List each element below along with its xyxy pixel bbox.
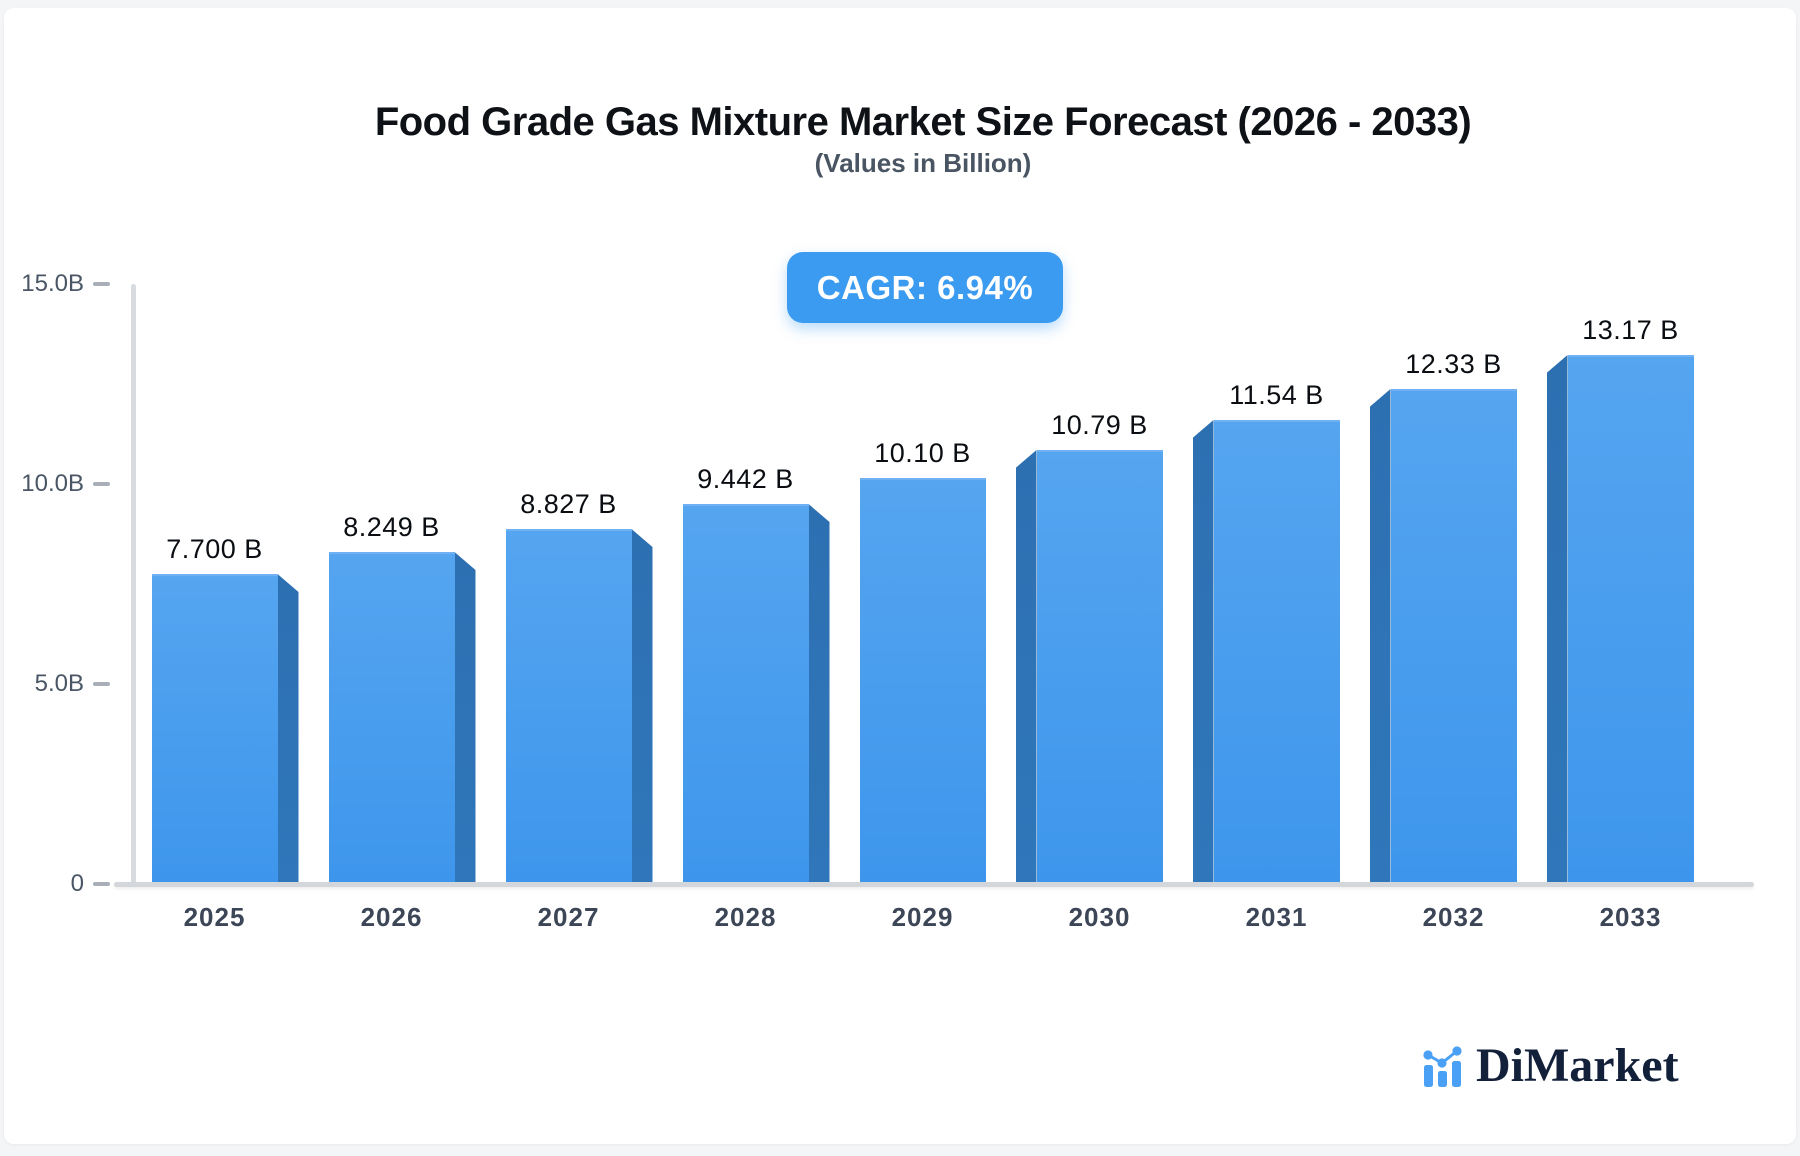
bar-3d-side <box>631 529 653 882</box>
y-tick-label: 0 <box>70 870 84 897</box>
bar-face[interactable] <box>859 478 986 882</box>
y-axis-line <box>131 284 136 886</box>
y-tick-dash <box>93 282 110 286</box>
bar-3d-side <box>1546 355 1568 882</box>
bar-face[interactable] <box>1567 355 1694 882</box>
x-axis-label-2027: 2027 <box>537 902 600 932</box>
bar-chart-logo-icon <box>1423 1046 1462 1087</box>
brand-logo[interactable]: DiMarket <box>1421 1042 1679 1090</box>
bar-3d-side <box>808 504 830 882</box>
bar-face[interactable] <box>328 552 455 882</box>
bar-2026[interactable]: 8.249 B <box>328 512 476 882</box>
y-tick-dash <box>93 882 110 886</box>
bar-3d-side <box>1015 450 1037 882</box>
bar-2032[interactable]: 12.33 B <box>1369 349 1517 882</box>
bar-2027[interactable]: 8.827 B <box>505 489 653 882</box>
bar-2031[interactable]: 11.54 B <box>1192 380 1340 882</box>
bar-value-label: 7.700 B <box>166 534 263 564</box>
bar-3d-side <box>454 552 476 882</box>
bar-value-label: 10.10 B <box>874 438 971 468</box>
bar-face[interactable] <box>1390 389 1517 882</box>
bar-2025[interactable]: 7.700 B <box>151 534 299 882</box>
x-axis-label-2029: 2029 <box>891 902 954 932</box>
bar-3d-side <box>1369 389 1391 882</box>
chart-title: Food Grade Gas Mixture Market Size Forec… <box>374 100 1472 144</box>
bar-2030[interactable]: 10.79 B <box>1015 410 1163 882</box>
chart-subtitle: (Values in Billion) <box>814 148 1032 178</box>
x-axis-label-2031: 2031 <box>1245 902 1308 932</box>
bar-2028[interactable]: 9.442 B <box>682 464 830 882</box>
bar-value-label: 12.33 B <box>1405 349 1502 379</box>
bar-2033[interactable]: 13.17 B <box>1546 315 1694 882</box>
bar-face[interactable] <box>151 574 278 882</box>
x-axis-label-2028: 2028 <box>714 902 777 932</box>
x-axis-label-2025: 2025 <box>183 902 246 932</box>
bar-value-label: 8.827 B <box>520 489 617 519</box>
y-tick-dash <box>93 482 110 486</box>
bar-2029[interactable]: 10.10 B <box>859 438 986 882</box>
y-tick-label: 10.0B <box>21 470 84 497</box>
bar-value-label: 11.54 B <box>1229 380 1324 410</box>
y-tick-dash <box>93 682 110 686</box>
bar-face[interactable] <box>1036 450 1163 882</box>
bar-value-label: 13.17 B <box>1582 315 1679 345</box>
x-axis-label-2032: 2032 <box>1422 902 1485 932</box>
bar-face[interactable] <box>505 529 632 882</box>
bar-face[interactable] <box>1213 420 1340 882</box>
x-axis-line <box>114 882 1754 887</box>
x-axis-label-2026: 2026 <box>360 902 423 932</box>
x-axis-label-2030: 2030 <box>1068 902 1131 932</box>
y-tick-label: 5.0B <box>34 670 84 697</box>
bar-value-label: 8.249 B <box>343 512 440 542</box>
bar-value-label: 9.442 B <box>697 464 794 494</box>
bar-3d-side <box>1192 420 1214 882</box>
bar-face[interactable] <box>682 504 809 882</box>
bar-3d-side <box>277 574 299 882</box>
x-axis-label-2033: 2033 <box>1599 902 1662 932</box>
y-tick-label: 15.0B <box>21 270 84 297</box>
bar-value-label: 10.79 B <box>1051 410 1148 440</box>
cagr-badge: CAGR: 6.94% <box>787 252 1063 323</box>
brand-name: DiMarket <box>1476 1039 1679 1092</box>
